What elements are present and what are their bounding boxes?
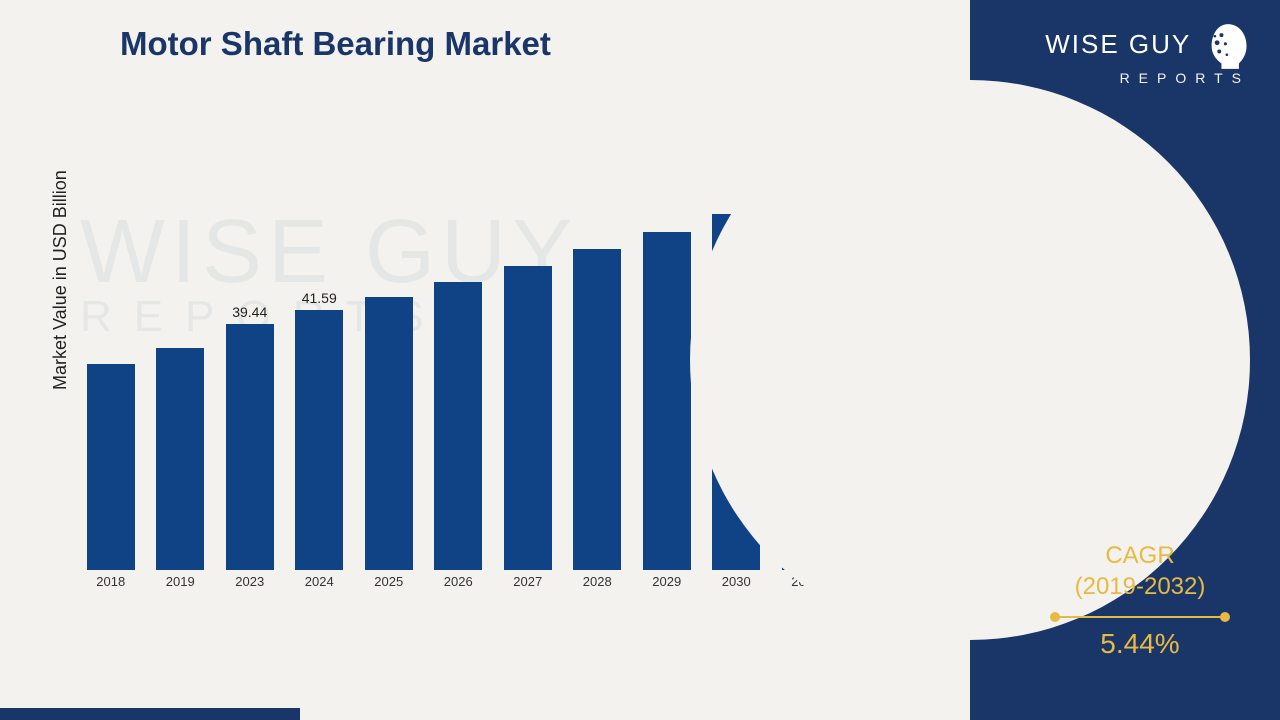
bar-wrap — [364, 293, 414, 570]
bar — [504, 266, 552, 570]
bar-value-label: 41.59 — [302, 290, 337, 306]
bar-wrap: 39.44 — [225, 304, 275, 571]
brand-head-icon — [1206, 22, 1250, 70]
x-tick-label: 2026 — [434, 574, 484, 589]
x-tick-label: 2018 — [86, 574, 136, 589]
bar-wrap — [86, 360, 136, 570]
bar — [643, 232, 691, 570]
cagr-block: CAGR (2019-2032) 5.44% — [1000, 540, 1280, 660]
cagr-divider — [1055, 616, 1225, 618]
bar — [365, 297, 413, 570]
bar-wrap — [503, 262, 553, 570]
bar-wrap: 41.59 — [295, 290, 345, 570]
x-tick-label: 2023 — [225, 574, 275, 589]
x-tick-label: 2025 — [364, 574, 414, 589]
bar-wrap — [156, 344, 206, 570]
x-axis-labels: 2018 2019 2023 2024 2025 2026 2027 2028 2029 2030… — [80, 574, 900, 589]
chart-title: Motor Shaft Bearing Market — [120, 25, 551, 63]
bar — [156, 348, 204, 570]
x-tick-label: 2027 — [503, 574, 553, 589]
bar — [226, 324, 274, 571]
bar-value-label: 39.44 — [232, 304, 267, 320]
x-tick-label: 2028 — [573, 574, 623, 589]
brand-sub-text: REPORTS — [1045, 70, 1250, 86]
x-tick-label: 2019 — [156, 574, 206, 589]
cagr-label-line1: CAGR — [1105, 542, 1174, 569]
bar — [434, 282, 482, 570]
bar — [573, 249, 621, 570]
bar-wrap — [642, 228, 692, 570]
y-axis-label: Market Value in USD Billion — [50, 170, 71, 390]
x-tick-label: 2030 — [712, 574, 762, 589]
x-tick-label: 2024 — [295, 574, 345, 589]
cagr-label: CAGR (2019-2032) — [1000, 540, 1280, 602]
bar — [87, 364, 135, 570]
cagr-label-line2: (2019-2032) — [1075, 573, 1206, 600]
brand-main: WISE GUY — [1045, 22, 1250, 70]
x-tick-label: 2029 — [642, 574, 692, 589]
brand-main-text: WISE GUY — [1045, 29, 1191, 59]
brand-logo: WISE GUY REPORTS — [1045, 22, 1250, 86]
cagr-value: 5.44% — [1000, 628, 1280, 660]
bar — [295, 310, 343, 570]
bottom-accent-bar — [0, 708, 300, 720]
bar-wrap — [434, 278, 484, 570]
bar-wrap — [573, 245, 623, 570]
right-panel: WISE GUY REPORTS CAGR (2019-2032) 5.44% — [970, 0, 1280, 720]
